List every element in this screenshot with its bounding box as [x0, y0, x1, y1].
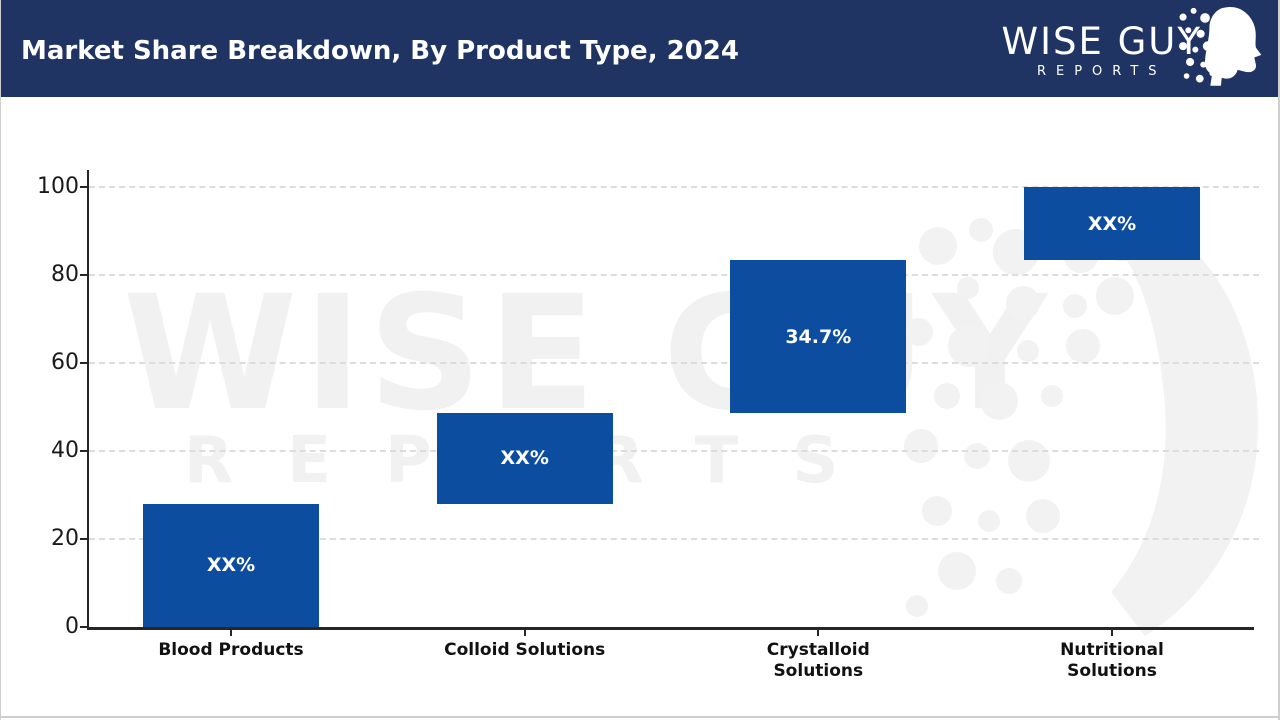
x-tick-mark-2 [817, 628, 820, 636]
y-tick-mark-60 [80, 362, 88, 364]
x-category-label-line: Colloid Solutions [444, 640, 606, 660]
gridline-100 [89, 186, 1259, 188]
bar-crystalloid-solutions: 34.7% [730, 260, 907, 414]
x-category-label-0: Blood Products [121, 640, 341, 661]
x-tick-mark-0 [230, 628, 232, 636]
x-category-label-2: Crystalloid Solutions [708, 640, 928, 682]
gridline-60 [89, 362, 1259, 364]
bottom-border-line [1, 716, 1278, 718]
y-tick-label-60: 60 [51, 350, 79, 375]
x-category-label-1: Colloid Solutions [415, 640, 635, 661]
y-tick-label-100: 100 [37, 174, 79, 199]
y-tick-mark-40 [80, 450, 88, 452]
y-tick-label-20: 20 [51, 526, 79, 551]
y-axis-line [87, 170, 89, 629]
wise-guy-reports-logo: WISE GUY REPORTS [1002, 6, 1264, 92]
gridline-40 [89, 450, 1259, 452]
x-tick-mark-1 [523, 628, 526, 636]
y-tick-mark-0 [80, 626, 88, 628]
y-tick-mark-100 [80, 186, 88, 188]
bar-value-label: 34.7% [785, 325, 852, 348]
x-category-label-3: Nutritional Solutions [1002, 640, 1222, 682]
bar-value-label: XX% [500, 447, 549, 470]
x-category-label-line: Blood Products [158, 640, 304, 660]
y-tick-label-80: 80 [51, 262, 79, 287]
bar-value-label: XX% [1087, 212, 1137, 235]
bar-blood-products: XX% [143, 503, 319, 627]
y-tick-label-40: 40 [51, 438, 79, 463]
gridline-20 [89, 538, 1259, 540]
logo-subtitle: REPORTS [1036, 63, 1167, 79]
watermark-head-icon [853, 208, 1278, 652]
y-tick-label-0: 0 [65, 614, 79, 639]
x-category-label-line: Solutions [773, 661, 864, 681]
bar-value-label: XX% [206, 554, 256, 577]
x-category-label-line: Crystalloid [766, 640, 870, 660]
x-tick-mark-3 [1111, 628, 1113, 636]
bar-nutritional-solutions: XX% [1024, 187, 1200, 261]
x-category-label-line: Solutions [1067, 661, 1157, 681]
y-tick-mark-20 [80, 538, 88, 540]
bar-colloid-solutions: XX% [436, 413, 613, 504]
x-axis-line [87, 627, 1254, 630]
chart-title: Market Share Breakdown, By Product Type,… [21, 36, 739, 66]
logo-wordmark: WISE GUY [1001, 19, 1202, 63]
header-band: Market Share Breakdown, By Product Type,… [1, 0, 1278, 97]
x-category-label-line: Nutritional [1060, 640, 1164, 660]
gridline-80 [89, 274, 1259, 276]
logo-text: WISE GUY REPORTS [1002, 20, 1202, 79]
y-tick-mark-80 [80, 274, 88, 276]
logo-head-icon [1176, 3, 1264, 95]
